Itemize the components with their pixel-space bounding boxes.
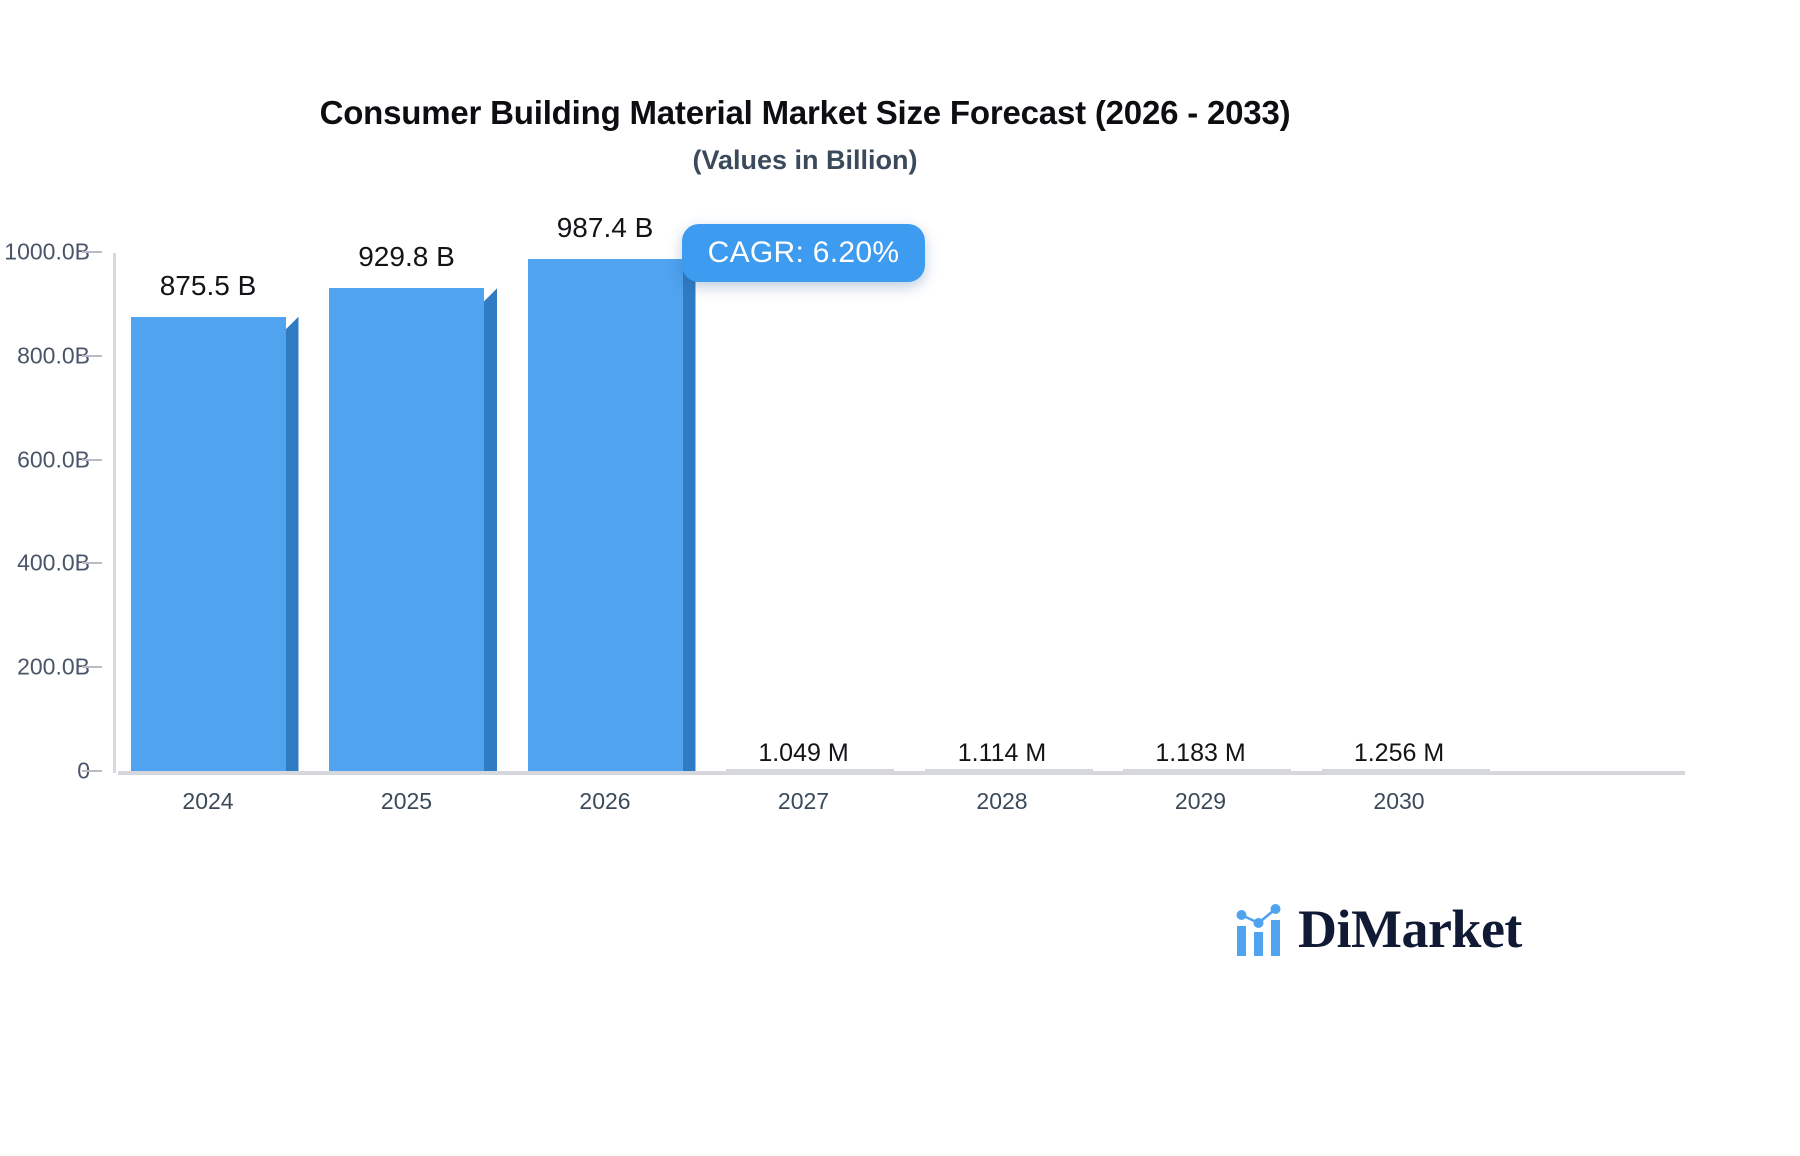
bar-value-label: 1.049 M	[758, 739, 849, 767]
y-axis-tick-mark	[82, 562, 102, 565]
y-axis-tick-label: 200.0B	[17, 653, 90, 680]
y-axis-tick-label: 600.0B	[17, 446, 90, 473]
bar-value-label: 1.114 M	[957, 739, 1047, 767]
x-axis-tick-label-2028: 2028	[976, 788, 1028, 814]
x-axis-tick-label-2026: 2026	[579, 788, 631, 814]
y-axis-tick-mark	[82, 770, 102, 772]
bar-value-label: 1.183 M	[1155, 739, 1246, 767]
y-axis-tick-label: 1000.0B	[4, 238, 90, 265]
chart-title: Consumer Building Material Market Size F…	[319, 94, 1291, 131]
bar-2024[interactable]	[130, 316, 299, 771]
dimarket-logo: DiMarket	[1236, 902, 1522, 956]
bar-side-face	[484, 288, 497, 771]
y-axis-tick-mark	[82, 354, 102, 357]
bar-front-face	[527, 258, 683, 771]
bar-side-face	[682, 258, 696, 771]
y-axis-tick-label: 400.0B	[17, 549, 90, 576]
bar-2029[interactable]	[1123, 769, 1291, 773]
bar-2025[interactable]	[329, 288, 497, 771]
bar-value-label: 929.8 B	[358, 241, 455, 273]
x-axis-tick-label-2025: 2025	[380, 788, 433, 814]
y-axis-tick-mark	[82, 251, 102, 253]
bar-2026[interactable]	[527, 258, 696, 771]
bar-front-face	[329, 288, 484, 771]
bar-value-label: 1.256 M	[1353, 739, 1445, 767]
bar-side-face	[285, 316, 299, 771]
bar-chart-logo-icon	[1236, 904, 1281, 956]
y-axis-line	[113, 253, 116, 773]
bar-value-label: 987.4 B	[556, 211, 654, 243]
x-axis-tick-label-2030: 2030	[1373, 788, 1425, 814]
bar-2028[interactable]	[924, 769, 1093, 773]
x-axis-tick-label-2027: 2027	[777, 788, 830, 814]
y-axis-tick-mark	[82, 458, 102, 461]
logo-wordmark: DiMarket	[1298, 899, 1522, 959]
chart-subtitle: (Values in Billion)	[692, 145, 918, 175]
bar-front-face	[130, 316, 286, 771]
bar-2030[interactable]	[1321, 769, 1490, 773]
x-axis-tick-label-2029: 2029	[1174, 788, 1227, 814]
bar-2027[interactable]	[726, 769, 894, 773]
x-axis-line	[118, 771, 1685, 775]
x-axis-tick-label-2024: 2024	[182, 788, 234, 814]
y-axis-tick-mark	[82, 666, 102, 669]
cagr-annotation-badge: CAGR: 6.20%	[682, 224, 925, 282]
bar-value-label: 875.5 B	[159, 269, 257, 301]
y-axis-tick-label: 800.0B	[17, 342, 90, 369]
